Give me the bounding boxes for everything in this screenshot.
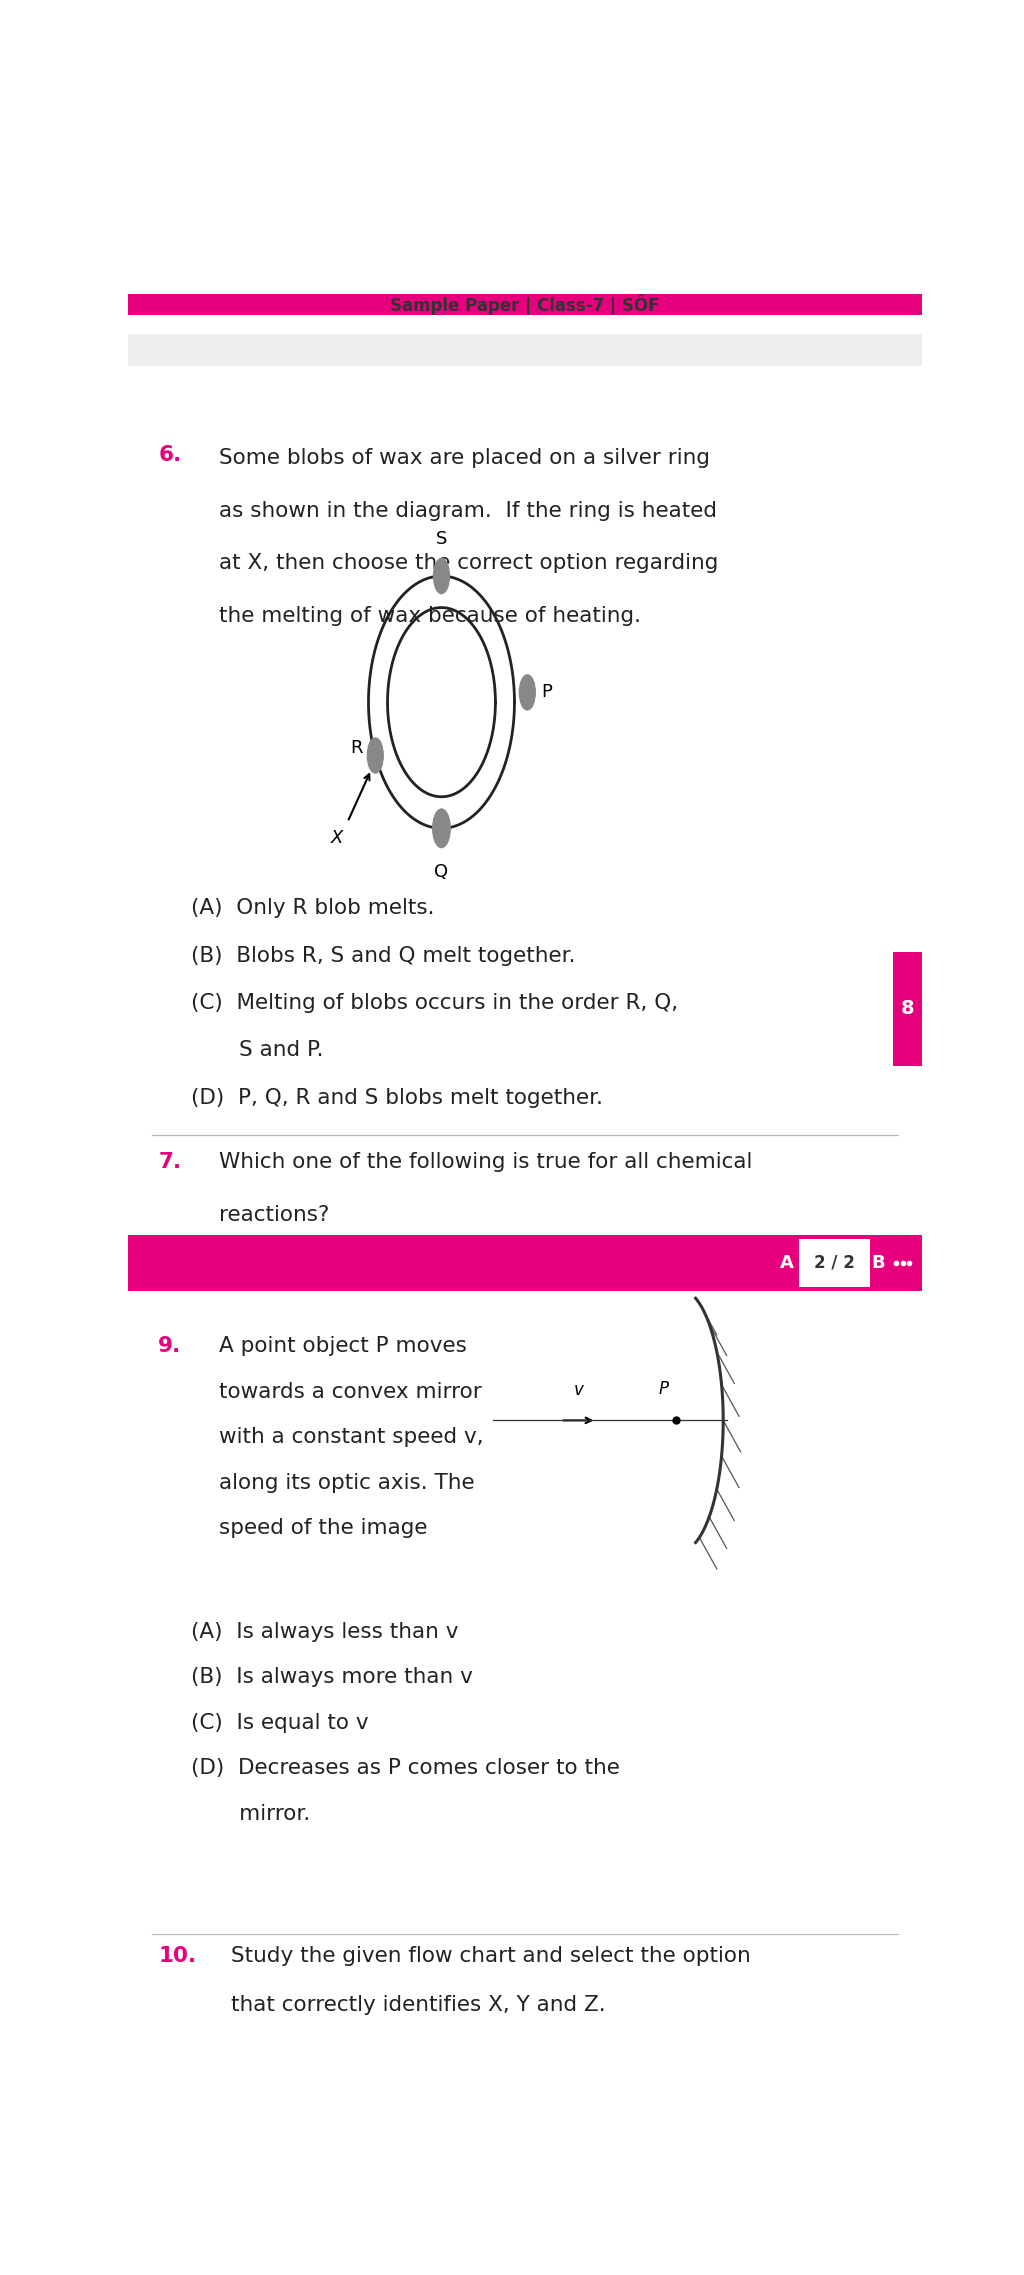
Text: as shown in the diagram.  If the ring is heated: as shown in the diagram. If the ring is … (219, 500, 717, 521)
Text: v: v (573, 1381, 584, 1399)
Text: 2 / 2: 2 / 2 (814, 1254, 855, 1272)
Text: P: P (658, 1379, 669, 1397)
Text: (D)  P, Q, R and S blobs melt together.: (D) P, Q, R and S blobs melt together. (191, 1087, 603, 1108)
Text: 8: 8 (900, 999, 914, 1019)
Text: (A)  Only R blob melts.: (A) Only R blob melts. (191, 899, 435, 919)
Text: (D)  Decreases as P comes closer to the: (D) Decreases as P comes closer to the (191, 1759, 621, 1779)
Text: (C)  Is equal to v: (C) Is equal to v (191, 1713, 369, 1734)
Bar (128, 334, 922, 366)
Text: 10.: 10. (158, 1945, 197, 1966)
Text: P: P (542, 682, 553, 701)
Text: R: R (350, 739, 362, 758)
Text: A point object P moves: A point object P moves (219, 1335, 467, 1356)
Text: reactions?: reactions? (219, 1206, 330, 1224)
Text: (B)  Is always more than v: (B) Is always more than v (191, 1668, 473, 1688)
Bar (128, 1235, 922, 1290)
Text: (B)  Blobs R, S and Q melt together.: (B) Blobs R, S and Q melt together. (191, 946, 575, 965)
Text: 9.: 9. (158, 1335, 181, 1356)
Text: speed of the image: speed of the image (219, 1517, 428, 1538)
Text: at X, then choose the correct option regarding: at X, then choose the correct option reg… (219, 553, 719, 573)
Text: (A)  Is always less than v: (A) Is always less than v (191, 1622, 459, 1643)
Bar (799, 1240, 870, 1288)
Text: Q: Q (434, 862, 449, 880)
Text: mirror.: mirror. (191, 1804, 310, 1825)
Text: X: X (331, 828, 344, 846)
Text: along its optic axis. The: along its optic axis. The (219, 1472, 475, 1492)
Text: Some blobs of wax are placed on a silver ring: Some blobs of wax are placed on a silver… (219, 448, 711, 469)
Text: the melting of wax because of heating.: the melting of wax because of heating. (219, 605, 641, 626)
Text: B: B (871, 1254, 885, 1272)
Circle shape (433, 810, 451, 849)
Circle shape (368, 737, 383, 774)
Text: 7.: 7. (158, 1153, 181, 1172)
Text: Study the given flow chart and select the option: Study the given flow chart and select th… (231, 1945, 751, 1966)
Text: towards a convex mirror: towards a convex mirror (219, 1381, 482, 1401)
Text: Sample Paper | Class-7 | SÔF: Sample Paper | Class-7 | SÔF (390, 293, 659, 316)
Text: that correctly identifies X, Y and Z.: that correctly identifies X, Y and Z. (231, 1995, 606, 2016)
Bar (893, 951, 922, 1065)
Text: S: S (436, 530, 447, 548)
Text: (C)  Melting of blobs occurs in the order R, Q,: (C) Melting of blobs occurs in the order… (191, 992, 679, 1012)
Circle shape (433, 560, 450, 594)
Text: S and P.: S and P. (191, 1040, 324, 1060)
Text: with a constant speed v,: with a constant speed v, (219, 1426, 484, 1447)
Text: Which one of the following is true for all chemical: Which one of the following is true for a… (219, 1153, 753, 1172)
Bar (128, 293, 922, 316)
Text: A: A (779, 1254, 794, 1272)
Text: 6.: 6. (158, 444, 181, 464)
Circle shape (519, 676, 536, 710)
